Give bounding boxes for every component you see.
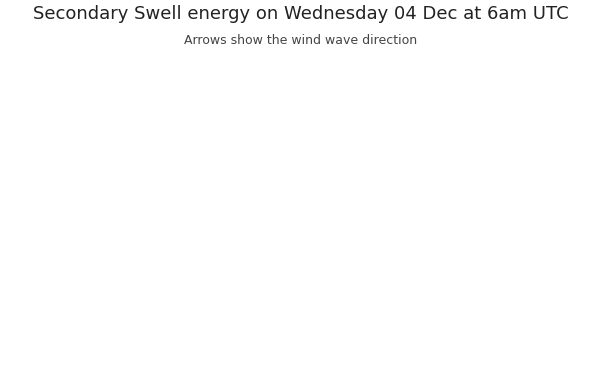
Text: Secondary Swell energy on Wednesday 04 Dec at 6am UTC: Secondary Swell energy on Wednesday 04 D… [32, 5, 569, 23]
Text: Arrows show the wind wave direction: Arrows show the wind wave direction [184, 33, 417, 47]
Text: Install cartopy for map rendering: Install cartopy for map rendering [186, 211, 415, 224]
